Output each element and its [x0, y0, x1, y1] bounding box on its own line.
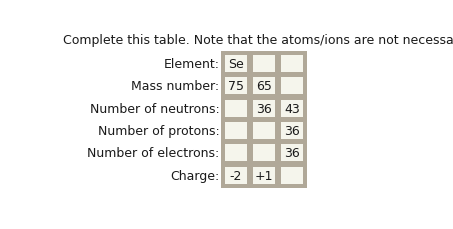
Bar [280, 167, 303, 184]
Text: Mass number:: Mass number: [131, 80, 219, 93]
Bar [221, 74, 251, 99]
Bar [253, 145, 275, 162]
Bar [249, 74, 279, 99]
Text: Number of protons:: Number of protons: [98, 125, 219, 137]
Text: Charge:: Charge: [170, 169, 219, 182]
Bar [249, 52, 279, 76]
Bar [277, 52, 307, 76]
Bar [280, 123, 303, 139]
Bar [249, 119, 279, 143]
Bar [221, 141, 251, 166]
Bar [249, 141, 279, 166]
Text: 36: 36 [284, 125, 300, 137]
Bar [253, 123, 275, 139]
Text: -2: -2 [230, 169, 242, 182]
Bar [225, 167, 247, 184]
Bar [280, 56, 303, 73]
Bar [225, 145, 247, 162]
Bar [253, 56, 275, 73]
Bar [221, 163, 251, 188]
Bar [225, 123, 247, 139]
Bar [249, 96, 279, 121]
Bar [277, 163, 307, 188]
Bar [249, 163, 279, 188]
Text: Se: Se [228, 58, 244, 71]
Bar [221, 52, 251, 76]
Bar [253, 78, 275, 95]
Bar [221, 119, 251, 143]
Text: +1: +1 [255, 169, 273, 182]
Text: 75: 75 [228, 80, 244, 93]
Text: 36: 36 [256, 102, 272, 115]
Text: Number of electrons:: Number of electrons: [87, 147, 219, 160]
Text: Number of neutrons:: Number of neutrons: [90, 102, 219, 115]
Bar [280, 78, 303, 95]
Bar [277, 141, 307, 166]
Bar [225, 78, 247, 95]
Text: 43: 43 [284, 102, 300, 115]
Bar [277, 96, 307, 121]
Bar [280, 100, 303, 117]
Bar [277, 74, 307, 99]
Text: Element:: Element: [164, 58, 219, 71]
Bar [225, 100, 247, 117]
Bar [253, 167, 275, 184]
Bar [253, 100, 275, 117]
Bar [277, 119, 307, 143]
Text: Complete this table. Note that the atoms/ions are not necessarily neutral.: Complete this table. Note that the atoms… [63, 34, 453, 46]
Bar [280, 145, 303, 162]
Text: 36: 36 [284, 147, 300, 160]
Bar [225, 56, 247, 73]
Text: 65: 65 [256, 80, 272, 93]
Bar [221, 96, 251, 121]
